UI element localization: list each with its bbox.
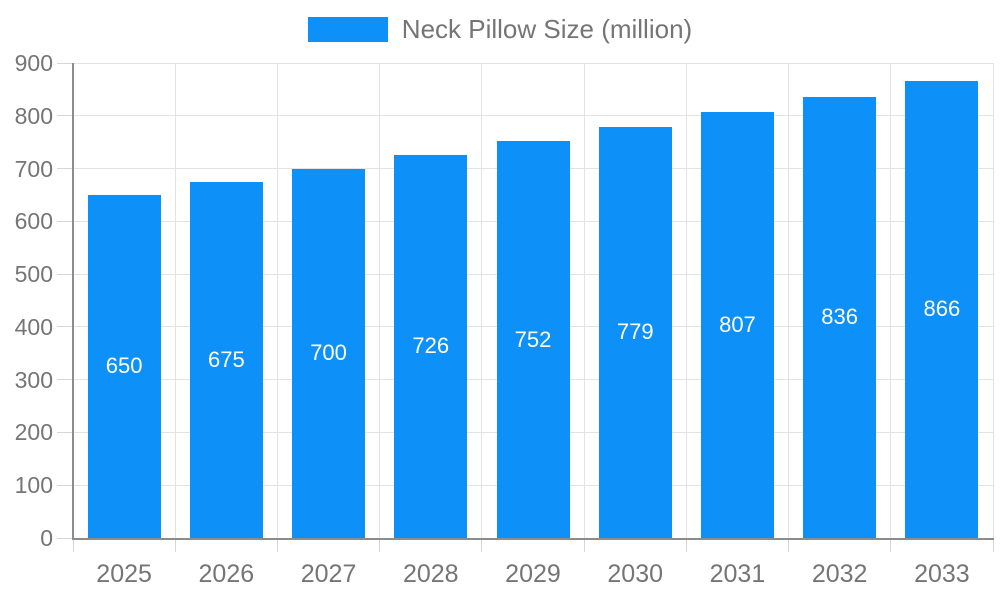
x-axis-tick <box>890 538 892 552</box>
gridline-vertical <box>276 63 278 538</box>
bar-value-label: 836 <box>821 304 859 330</box>
legend-item[interactable]: Neck Pillow Size (million) <box>0 12 1000 46</box>
gridline-vertical <box>992 63 994 538</box>
y-axis-label: 700 <box>14 155 53 182</box>
x-axis-tick <box>276 538 278 552</box>
x-axis-tick <box>788 538 790 552</box>
y-axis-label: 0 <box>40 525 53 551</box>
y-axis-label: 800 <box>14 102 53 129</box>
bar-value-label: 807 <box>719 312 756 338</box>
gridline-vertical <box>685 63 687 538</box>
legend-swatch-icon <box>307 16 388 42</box>
gridline-horizontal <box>73 62 993 64</box>
x-axis-label: 2025 <box>96 560 152 588</box>
x-axis-label: 2027 <box>300 560 357 588</box>
bar[interactable]: 866 <box>905 80 979 538</box>
y-axis-tick <box>57 537 73 539</box>
gridline-vertical <box>583 63 585 538</box>
x-axis-tick <box>685 538 687 552</box>
bar[interactable]: 779 <box>598 126 672 538</box>
y-axis-label: 400 <box>14 313 53 340</box>
x-axis-label: 2026 <box>198 560 255 588</box>
y-axis-tick <box>57 273 73 275</box>
bar-value-label: 866 <box>923 296 961 322</box>
gridline-vertical <box>788 63 790 538</box>
y-axis-label: 200 <box>14 419 53 446</box>
bar[interactable]: 752 <box>496 141 570 538</box>
y-axis-tick <box>57 431 73 433</box>
x-axis-label: 2033 <box>914 560 970 588</box>
gridline-vertical <box>890 63 892 538</box>
bar[interactable]: 700 <box>292 168 366 538</box>
bar[interactable]: 807 <box>700 112 774 538</box>
x-axis-line <box>72 538 994 540</box>
bar-value-label: 726 <box>412 333 450 359</box>
y-axis-tick <box>57 168 73 170</box>
gridline-horizontal <box>73 115 993 117</box>
bar-value-label: 752 <box>514 326 552 352</box>
bar-value-label: 675 <box>207 346 245 372</box>
bar-value-label: 700 <box>310 340 347 366</box>
y-axis-tick <box>57 220 73 222</box>
x-axis-label: 2031 <box>709 560 766 588</box>
y-axis-label: 900 <box>14 50 53 76</box>
y-axis-tick <box>57 62 73 64</box>
y-axis-label: 600 <box>14 208 53 235</box>
x-axis-tick <box>72 538 74 552</box>
x-axis-tick <box>992 538 994 552</box>
gridline-vertical <box>481 63 483 538</box>
legend-label: Neck Pillow Size (million) <box>401 13 693 44</box>
x-axis-tick <box>379 538 381 552</box>
y-axis-line <box>72 63 74 540</box>
x-axis-tick <box>174 538 176 552</box>
x-axis-label: 2030 <box>607 560 664 588</box>
bar-value-label: 650 <box>105 353 143 379</box>
x-axis-label: 2032 <box>811 560 868 588</box>
y-axis-label: 300 <box>14 366 53 393</box>
bar[interactable]: 726 <box>394 154 468 538</box>
x-axis-label: 2029 <box>505 560 561 588</box>
gridline-vertical <box>174 63 176 538</box>
y-axis-tick <box>57 115 73 117</box>
y-axis-tick <box>57 326 73 328</box>
y-axis-tick <box>57 484 73 486</box>
y-axis-label: 100 <box>14 472 53 499</box>
y-axis-label: 500 <box>14 261 53 288</box>
gridline-vertical <box>379 63 381 538</box>
x-axis-tick <box>481 538 483 552</box>
bar[interactable]: 650 <box>87 194 161 538</box>
x-axis-label: 2028 <box>402 560 459 588</box>
x-axis-tick <box>583 538 585 552</box>
bar[interactable]: 836 <box>803 96 877 538</box>
y-axis-tick <box>57 379 73 381</box>
bar[interactable]: 675 <box>189 181 263 538</box>
bar-value-label: 779 <box>616 319 654 345</box>
